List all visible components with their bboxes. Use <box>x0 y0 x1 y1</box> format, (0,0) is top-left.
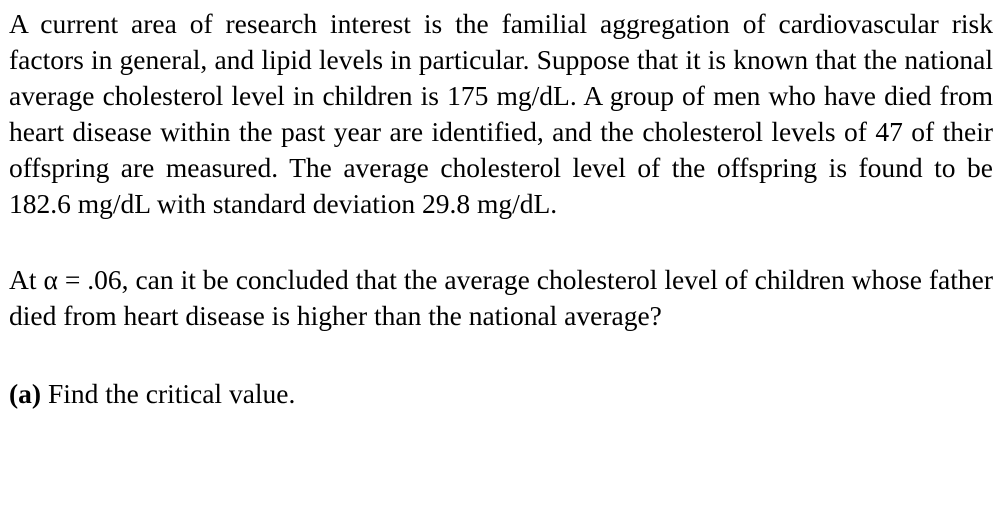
sub-question-a: (a) Find the critical value. <box>9 376 993 412</box>
sub-question-label: (a) <box>9 378 42 409</box>
sub-question-text: Find the critical value. <box>41 378 296 409</box>
problem-statement-paragraph: A current area of research interest is t… <box>9 8 993 219</box>
alpha-symbol: α <box>43 264 58 295</box>
question-paragraph: At α = .06, can it be concluded that the… <box>9 262 993 334</box>
question-text-after-alpha: = .06, can it be concluded that the aver… <box>9 264 994 331</box>
question-text-before-alpha: At <box>9 264 44 295</box>
